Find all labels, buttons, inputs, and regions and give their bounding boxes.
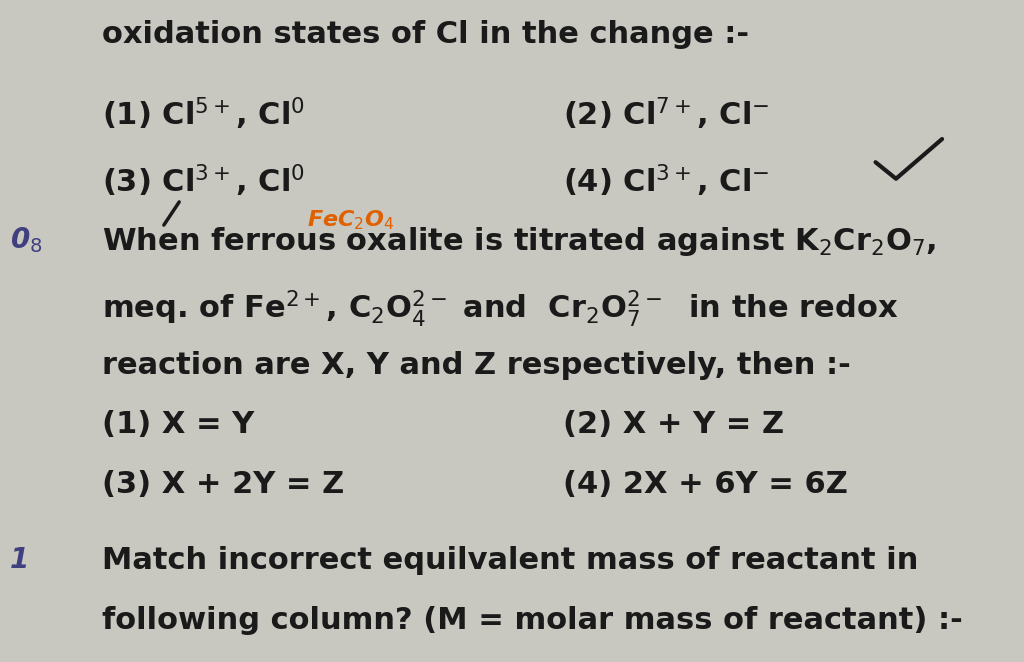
Text: (4) Cl$^{3+}$, Cl$^{-}$: (4) Cl$^{3+}$, Cl$^{-}$ [563,162,770,199]
Text: (2) X + Y = Z: (2) X + Y = Z [563,410,784,440]
Text: oxidation states of Cl in the change :-: oxidation states of Cl in the change :- [102,20,750,49]
Text: meq. of Fe$^{2+}$, C$_2$O$_4^{2-}$ and  Cr$_2$O$_7^{2-}$  in the redox: meq. of Fe$^{2+}$, C$_2$O$_4^{2-}$ and C… [102,288,899,329]
Text: When ferrous oxalite is titrated against K$_2$Cr$_2$O$_7$,: When ferrous oxalite is titrated against… [102,225,937,258]
Text: 1: 1 [10,546,30,574]
Text: FeC$_2$O$_4$: FeC$_2$O$_4$ [307,209,394,232]
Text: (4) 2X + 6Y = 6Z: (4) 2X + 6Y = 6Z [563,470,848,499]
Text: (3) Cl$^{3+}$, Cl$^{0}$: (3) Cl$^{3+}$, Cl$^{0}$ [102,162,305,199]
Text: 0$_8$: 0$_8$ [10,225,43,255]
Text: (1) X = Y: (1) X = Y [102,410,255,440]
Text: (1) Cl$^{5+}$, Cl$^{0}$: (1) Cl$^{5+}$, Cl$^{0}$ [102,96,305,132]
Text: Match incorrect equilvalent mass of reactant in: Match incorrect equilvalent mass of reac… [102,546,919,575]
Text: (3) X + 2Y = Z: (3) X + 2Y = Z [102,470,345,499]
Text: (2) Cl$^{7+}$, Cl$^{-}$: (2) Cl$^{7+}$, Cl$^{-}$ [563,96,770,132]
Text: following column? (M = molar mass of reactant) :-: following column? (M = molar mass of rea… [102,606,964,635]
Text: reaction are X, Y and Z respectively, then :-: reaction are X, Y and Z respectively, th… [102,351,851,380]
